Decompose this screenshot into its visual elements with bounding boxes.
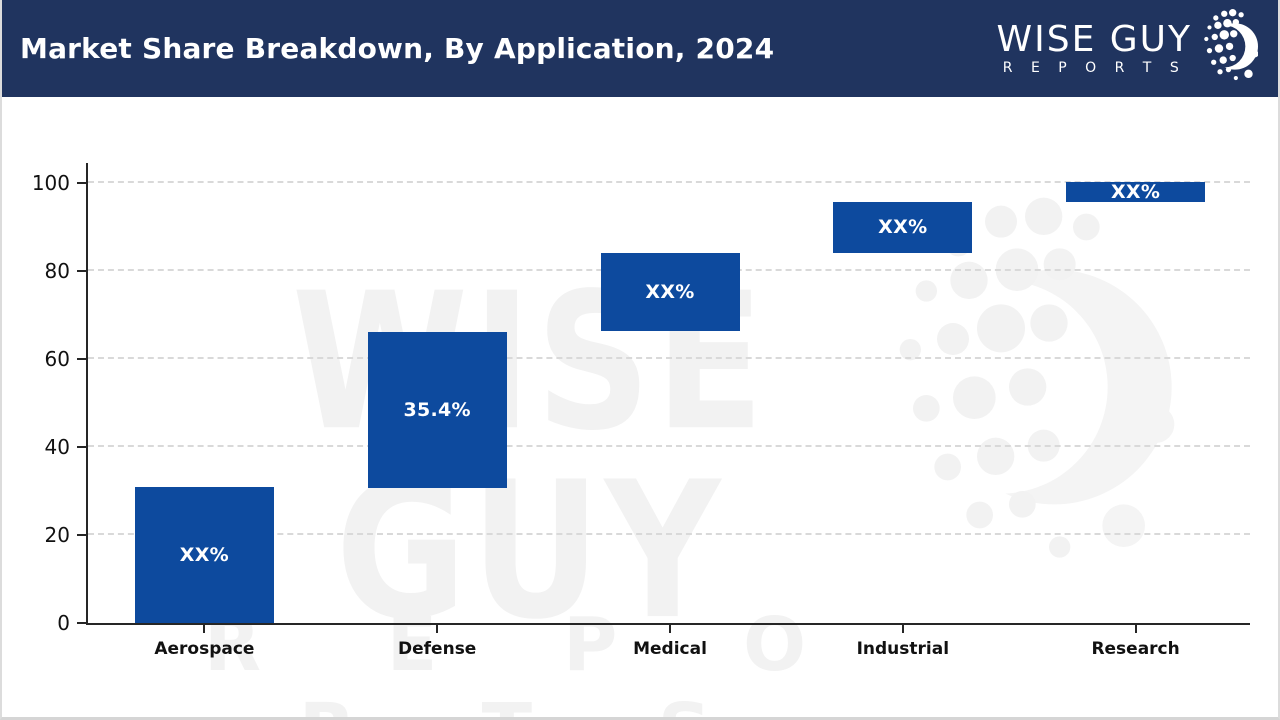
wiseguy-head-icon	[1203, 8, 1258, 81]
x-category-label-research: Research	[1091, 639, 1180, 659]
gridline-100	[88, 181, 1250, 183]
y-tick-label-100: 100	[31, 171, 70, 195]
x-category-label-industrial: Industrial	[856, 639, 950, 659]
header-bar: Market Share Breakdown, By Application, …	[0, 0, 1280, 97]
bar-value-label-defense: 35.4%	[403, 399, 471, 422]
y-tick-label-20: 20	[44, 523, 70, 547]
watermark-line2: R E P O R T S	[204, 602, 856, 720]
gridline-60	[88, 357, 1250, 359]
bar-medical: XX%	[600, 252, 740, 331]
y-tick-mark-80	[77, 270, 86, 272]
x-tick-mark-industrial	[901, 625, 904, 633]
plot-area: 0 20 40 60 80 100 XX% Aerospace 35.4% Defense XX% M…	[32, 163, 1250, 659]
bar-value-label-medical: XX%	[645, 280, 695, 303]
x-category-label-medical: Medical	[633, 639, 707, 659]
y-tick-mark-60	[77, 358, 86, 360]
logo-subtitle: R E P O R T S	[1002, 60, 1186, 77]
x-tick-mark-defense	[436, 625, 439, 633]
bar-value-label-aerospace: XX%	[179, 544, 230, 567]
chart-title: Market Share Breakdown, By Application, …	[20, 32, 775, 65]
y-tick-label-60: 60	[44, 347, 70, 371]
gridline-40	[88, 445, 1250, 447]
gridline-20	[88, 533, 1250, 535]
bar-aerospace: XX%	[134, 487, 274, 623]
bar-research: XX%	[1066, 180, 1206, 203]
wiseguy-logo-text: WISE GUY R E P O R T S	[997, 20, 1193, 77]
x-category-label-defense: Defense	[398, 639, 477, 659]
x-category-label-aerospace: Aerospace	[154, 639, 255, 659]
bar-value-label-industrial: XX%	[878, 216, 928, 239]
bar-industrial: XX%	[833, 201, 973, 253]
x-tick-mark-aerospace	[203, 625, 206, 633]
y-tick-label-40: 40	[44, 435, 70, 459]
bar-defense: 35.4%	[367, 332, 507, 488]
x-tick-mark-medical	[669, 625, 671, 633]
wiseguy-logo: WISE GUY R E P O R T S	[997, 8, 1258, 88]
y-tick-mark-40	[77, 446, 86, 448]
y-tick-label-0: 0	[57, 611, 70, 635]
y-tick-mark-20	[77, 534, 86, 536]
logo-wordmark: WISE GUY	[996, 18, 1192, 60]
x-tick-mark-research	[1134, 625, 1137, 633]
y-tick-mark-0	[77, 622, 86, 624]
bar-value-label-research: XX%	[1110, 180, 1161, 203]
y-tick-mark-100	[77, 182, 86, 184]
y-tick-label-80: 80	[44, 259, 70, 283]
